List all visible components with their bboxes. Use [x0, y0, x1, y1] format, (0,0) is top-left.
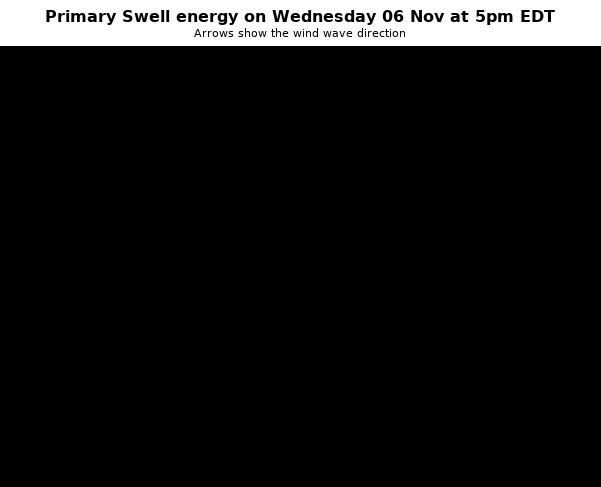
Text: Primary Swell energy on Wednesday 06 Nov at 5pm EDT: Primary Swell energy on Wednesday 06 Nov… — [16, 5, 585, 23]
Text: Arrows show the wind wave direction: Arrows show the wind wave direction — [184, 30, 417, 42]
